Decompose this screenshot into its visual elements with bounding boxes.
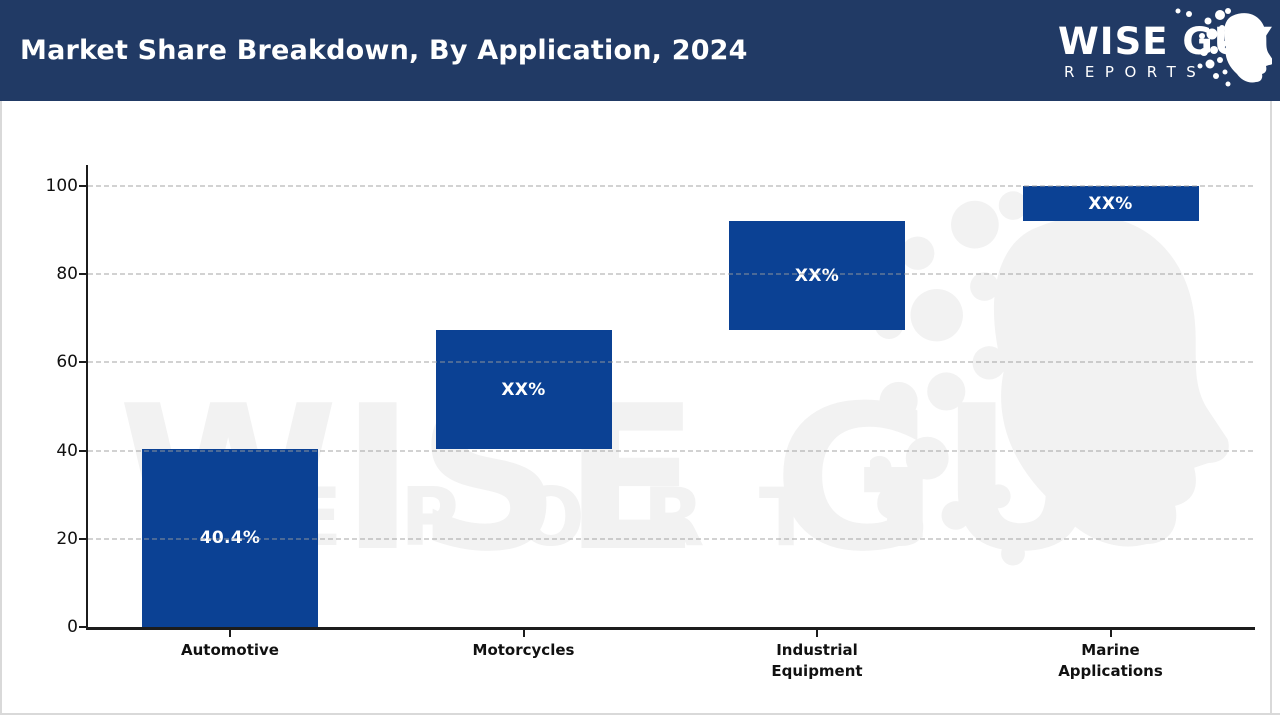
- page-edge-right: [1270, 101, 1272, 714]
- x-tick-mark-automotive: [229, 630, 231, 637]
- bar-marine-applications: XX%: [1022, 186, 1199, 222]
- y-axis-spine: [86, 165, 88, 629]
- wise-guy-reports-logo: WISE GUY REPORTS: [1058, 8, 1272, 87]
- x-tick-label-industrial-equipment: Industrial Equipment: [771, 641, 863, 680]
- y-tick-label-100: 100: [45, 176, 78, 196]
- page-title: Market Share Breakdown, By Application, …: [20, 35, 748, 66]
- bar-industrial-equipment: XX%: [729, 221, 905, 331]
- x-tick-label-automotive: Automotive: [181, 641, 279, 659]
- gridline-y-20: [88, 537, 1253, 540]
- bar-value-label: XX%: [1088, 193, 1133, 214]
- x-tick-label-motorcycles: Motorcycles: [472, 641, 575, 659]
- y-tick-mark-20: [79, 537, 86, 540]
- bar-value-label: XX%: [794, 265, 840, 286]
- bar-automotive: 40.4%: [142, 448, 318, 627]
- logo-face-icon: [1175, 8, 1272, 87]
- bar-motorcycles: XX%: [435, 330, 612, 449]
- header-bar: Market Share Breakdown, By Application, …: [0, 0, 1280, 101]
- bar-value-label: 40.4%: [199, 527, 261, 548]
- logo-text-line2: REPORTS: [1064, 63, 1206, 81]
- y-tick-label-60: 60: [56, 352, 78, 373]
- y-tick-label-80: 80: [56, 264, 78, 285]
- gridline-y-100: [88, 185, 1253, 187]
- page-edge-left: [0, 101, 2, 714]
- gridline-y-80: [88, 273, 1253, 276]
- x-tick-mark-industrial-equipment: [816, 630, 818, 637]
- y-tick-label-20: 20: [56, 528, 78, 549]
- y-tick-mark-100: [79, 185, 86, 187]
- y-tick-label-40: 40: [56, 440, 78, 461]
- x-tick-mark-motorcycles: [522, 630, 525, 637]
- page-edge-bottom: [0, 713, 1280, 715]
- gridline-y-40: [88, 449, 1253, 452]
- y-tick-mark-40: [79, 449, 86, 452]
- x-tick-label-marine-applications: Marine Applications: [1058, 641, 1163, 680]
- y-tick-label-0: 0: [67, 617, 78, 637]
- y-tick-mark-60: [79, 361, 86, 364]
- y-tick-mark-0: [79, 626, 86, 628]
- y-tick-mark-80: [79, 273, 86, 276]
- gridline-y-60: [88, 361, 1253, 364]
- x-tick-mark-marine-applications: [1109, 630, 1112, 637]
- x-axis-spine: [86, 627, 1255, 630]
- bar-value-label: XX%: [501, 379, 546, 400]
